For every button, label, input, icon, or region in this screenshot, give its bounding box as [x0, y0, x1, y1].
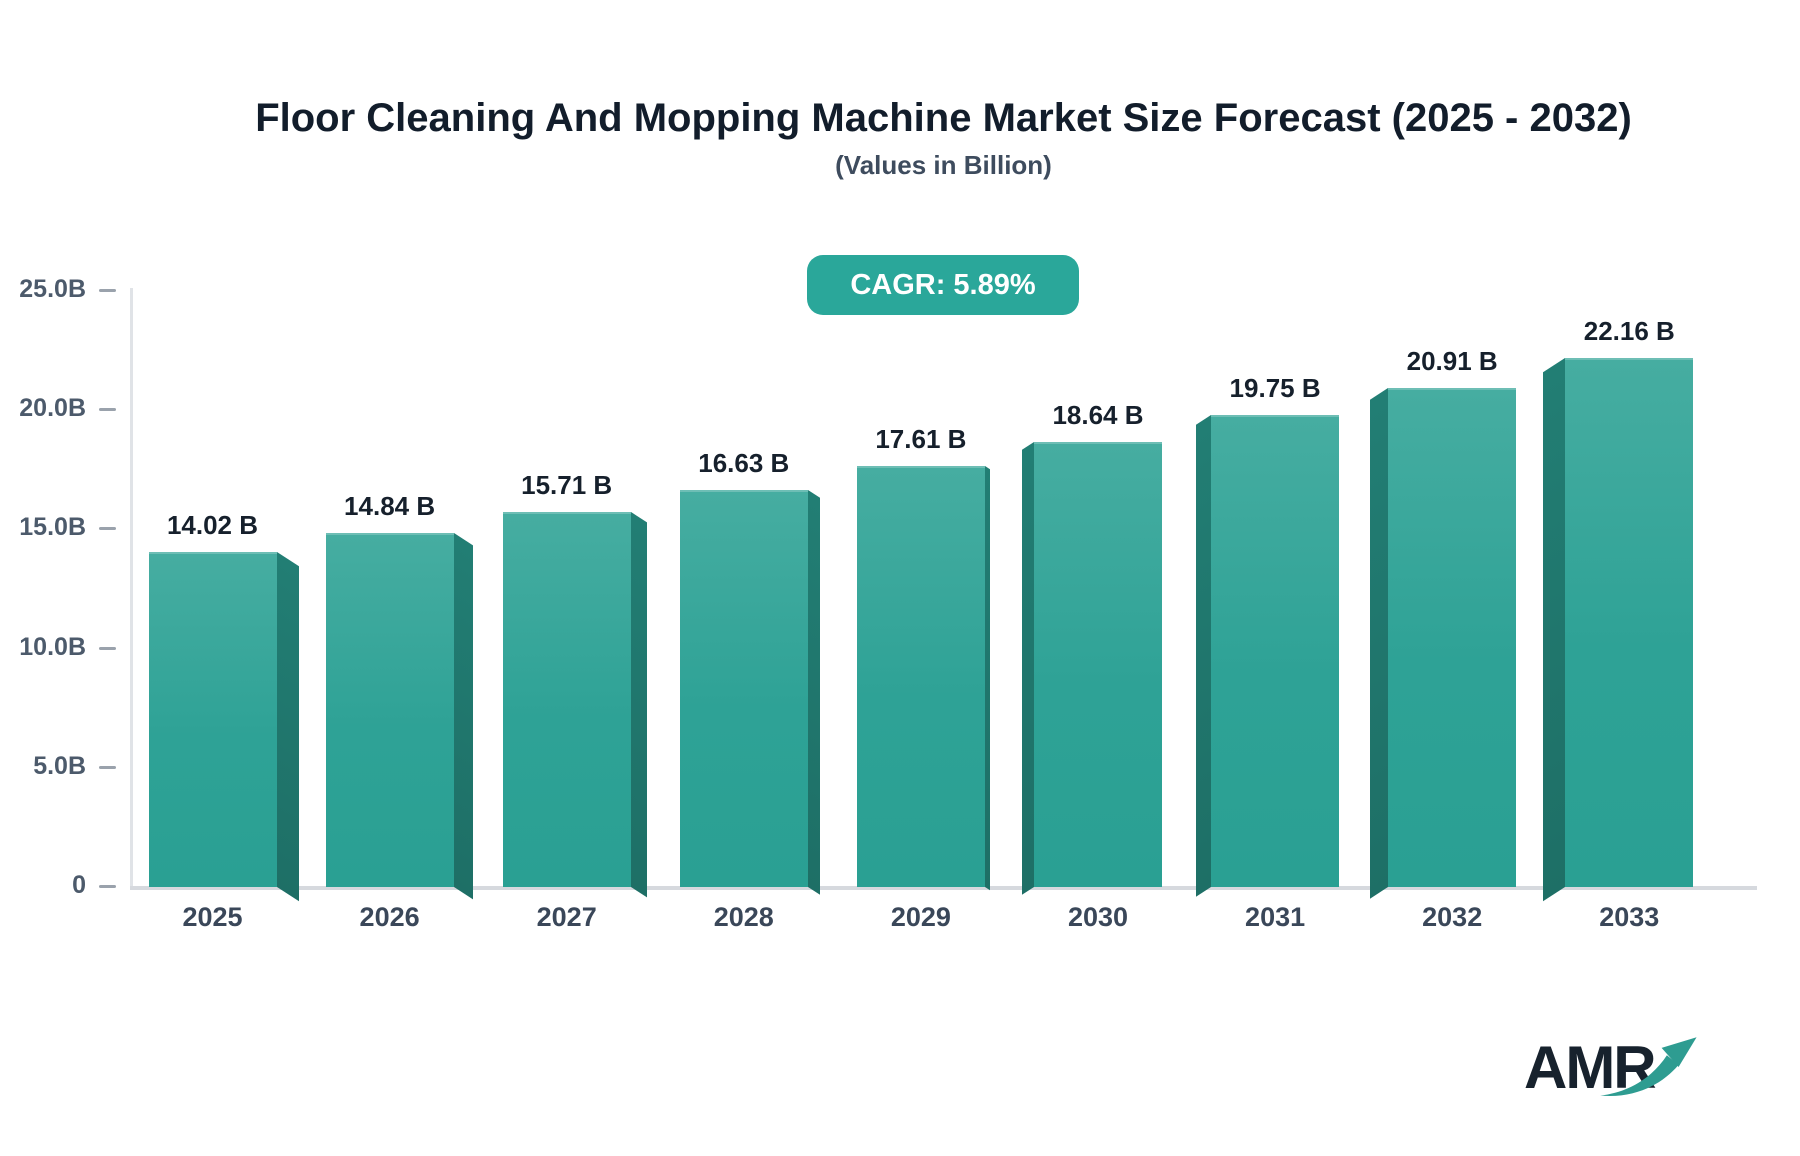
y-axis-tick-label: 25.0B	[19, 275, 86, 303]
bar-side-panel	[1022, 442, 1034, 895]
x-axis-label: 2031	[1245, 902, 1306, 932]
bar-face	[679, 490, 808, 887]
bar-side-panel	[630, 512, 647, 898]
chart-title: Floor Cleaning And Mopping Machine Marke…	[255, 96, 1632, 140]
y-tick-dash	[99, 646, 116, 650]
x-axis-label: 2026	[359, 902, 420, 932]
bar-face	[1565, 358, 1694, 887]
chart-subtitle: (Values in Billion)	[835, 150, 1052, 180]
bar-side-panel	[807, 490, 820, 895]
x-axis-label: 2027	[536, 902, 597, 932]
x-axis-label: 2032	[1422, 902, 1483, 932]
growth-arrow-icon	[1600, 1037, 1697, 1097]
y-tick-dash	[99, 765, 116, 769]
y-axis-tick-label: 15.0B	[19, 513, 86, 542]
y-tick-dash	[99, 408, 116, 412]
y-axis-tick-label: 5.0B	[33, 751, 86, 780]
y-axis-tick-label: 0	[72, 871, 86, 899]
bar-side-panel	[1543, 358, 1566, 902]
x-axis-label: 2033	[1599, 902, 1660, 932]
bar-side-panel	[453, 533, 473, 900]
y-tick-dash	[99, 289, 116, 292]
bar-value-label: 20.91 B	[1406, 346, 1498, 376]
x-axis-label: 2030	[1067, 902, 1129, 932]
y-axis-tick-label: 20.0B	[19, 394, 86, 423]
y-axis-line	[130, 288, 133, 890]
bar-value-label: 14.02 B	[166, 510, 259, 540]
bar-side-panel	[1370, 388, 1389, 899]
bar-side-panel	[276, 552, 299, 902]
bar-value-label: 17.61 B	[875, 424, 967, 454]
bar-face	[1034, 442, 1162, 887]
cagr-badge: CAGR: 5.89%	[807, 255, 1079, 315]
bar-side-panel	[984, 466, 990, 891]
bar-side-panel	[1196, 415, 1212, 897]
bar-value-label: 19.75 B	[1229, 373, 1321, 403]
y-tick-dash	[99, 527, 116, 531]
bar-face	[856, 466, 985, 887]
bar-face	[325, 533, 454, 887]
bar-face	[1388, 388, 1517, 887]
y-axis-tick-label: 10.0B	[19, 632, 86, 661]
bar-value-label: 18.64 B	[1052, 400, 1144, 430]
bar-value-label: 14.84 B	[344, 491, 436, 521]
bar-face	[1211, 415, 1340, 887]
x-axis-label: 2025	[182, 902, 243, 932]
x-axis-baseline	[130, 886, 1757, 890]
bar-face	[148, 552, 277, 887]
x-axis-label: 2028	[713, 902, 774, 932]
bar-value-label: 15.71 B	[521, 470, 613, 500]
bar-value-label: 16.63 B	[698, 448, 790, 478]
y-tick-dash	[99, 885, 116, 888]
bar-value-label: 22.16 B	[1583, 316, 1675, 346]
x-axis-label: 2029	[890, 902, 951, 932]
bar-face	[502, 512, 631, 887]
